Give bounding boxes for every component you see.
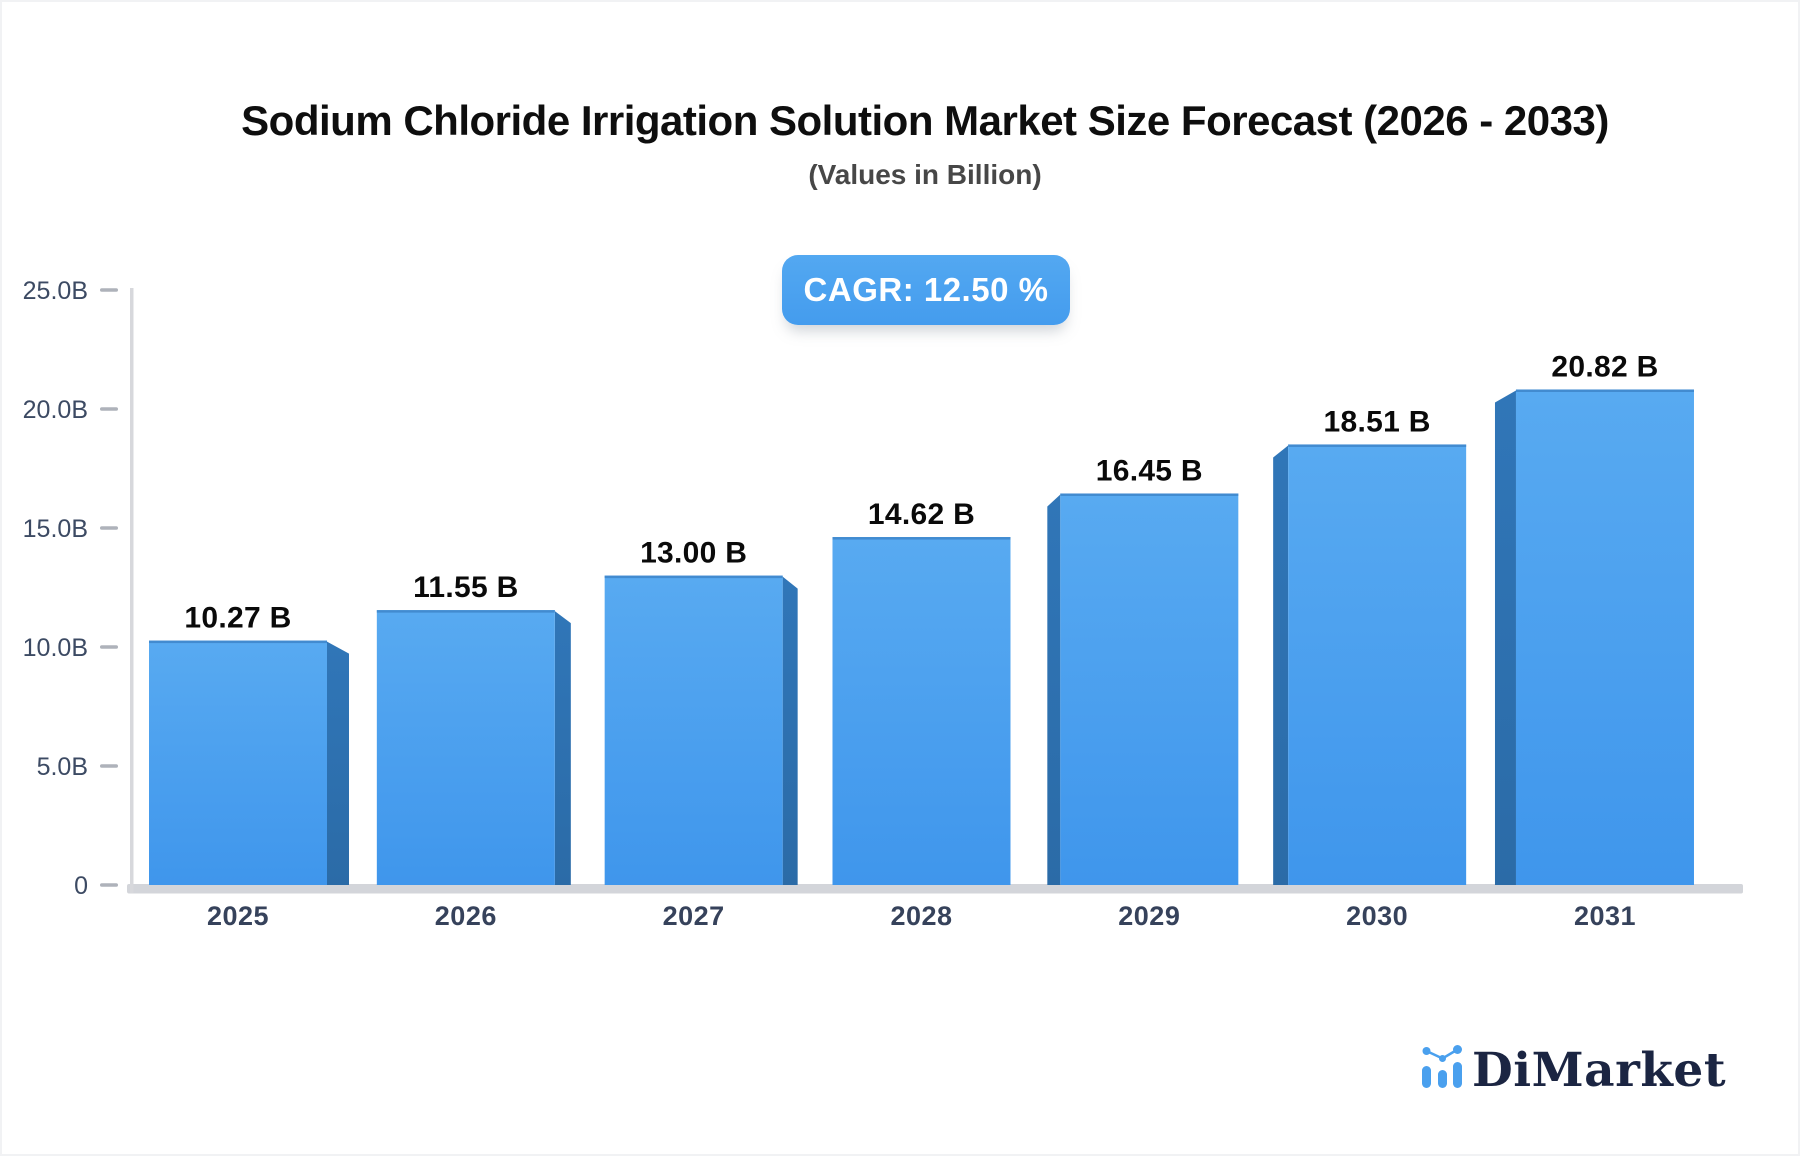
- bar-2026[interactable]: 11.55 B 2026: [376, 571, 571, 931]
- bar-value-label: 16.45 B: [1096, 454, 1203, 487]
- plot-area: 25.0B 20.0B 15.0B 10.0B 5.0B 0 10.27 B 2025 11.5…: [23, 277, 1743, 931]
- chart-subtitle: (Values in Billion): [808, 159, 1042, 190]
- bar-top-edge: [604, 575, 783, 579]
- bar-front-face: [1060, 493, 1239, 885]
- logo-dot-icon: [1453, 1045, 1462, 1054]
- x-axis-label: 2029: [1118, 901, 1180, 931]
- bar-value-label: 14.62 B: [868, 498, 975, 531]
- x-axis-label: 2028: [890, 901, 952, 931]
- bar-value-label: 13.00 B: [640, 537, 747, 570]
- dimarket-logo: DiMarket: [1422, 1043, 1726, 1098]
- bar-top-edge: [1288, 444, 1467, 447]
- logo-bar-icon: [1422, 1066, 1431, 1088]
- bar-side-face: [1047, 494, 1061, 885]
- y-tick-label: 25.0B: [23, 277, 88, 305]
- y-axis-line: [130, 288, 134, 893]
- bar-2029[interactable]: 16.45 B 2029: [1047, 454, 1239, 931]
- bar-top-edge: [832, 537, 1011, 540]
- x-axis-label: 2025: [207, 901, 269, 931]
- x-axis-label: 2031: [1574, 901, 1636, 931]
- y-tick-mark: [100, 288, 118, 292]
- bar-front-face: [1288, 444, 1467, 885]
- cagr-badge-label: CAGR: 12.50 %: [803, 271, 1049, 308]
- x-axis-label: 2030: [1346, 901, 1408, 931]
- x-axis-label: 2026: [435, 901, 497, 931]
- bar-side-face: [327, 641, 349, 885]
- logo-dot-icon: [1422, 1047, 1431, 1055]
- y-tick-label: 20.0B: [23, 396, 88, 424]
- bar-side-face: [1494, 390, 1516, 885]
- bar-top-edge: [1060, 493, 1239, 496]
- bar-2027[interactable]: 13.00 B 2027: [604, 537, 798, 931]
- y-tick-label: 5.0B: [37, 753, 88, 781]
- y-tick-label: 10.0B: [23, 634, 88, 662]
- logo-dot-icon: [1439, 1055, 1446, 1062]
- bar-front-face: [832, 537, 1011, 885]
- bar-value-label: 11.55 B: [413, 571, 519, 604]
- y-tick-mark: [100, 645, 118, 649]
- chart-title: Sodium Chloride Irrigation Solution Mark…: [241, 97, 1609, 144]
- bar-value-label: 10.27 B: [184, 602, 291, 635]
- y-tick-label: 0: [74, 872, 88, 900]
- bar-front-face: [376, 610, 555, 885]
- bar-top-edge: [1515, 389, 1694, 392]
- y-tick-mark: [100, 407, 118, 411]
- bar-top-edge: [149, 640, 327, 644]
- y-tick-label: 15.0B: [23, 515, 88, 543]
- bar-value-label: 20.82 B: [1551, 350, 1658, 383]
- dimarket-logo-icon: [1422, 1045, 1462, 1088]
- bar-2030[interactable]: 18.51 B 2030: [1273, 405, 1467, 931]
- bar-front-face: [1515, 389, 1694, 885]
- y-tick-mark: [100, 526, 118, 530]
- bar-2031[interactable]: 20.82 B 2031: [1494, 350, 1694, 931]
- x-axis-baseline: [127, 884, 1743, 894]
- logo-bar-icon: [1453, 1062, 1462, 1088]
- bar-2028[interactable]: 14.62 B 2028: [832, 498, 1011, 931]
- dimarket-wordmark: DiMarket: [1472, 1043, 1726, 1098]
- cagr-badge: CAGR: 12.50 %: [782, 255, 1070, 325]
- bar-front-face: [149, 640, 327, 885]
- logo-bar-icon: [1438, 1070, 1447, 1088]
- bar-front-face: [604, 575, 783, 885]
- bar-2025[interactable]: 10.27 B 2025: [149, 602, 349, 931]
- bar-value-label: 18.51 B: [1324, 405, 1431, 438]
- y-tick-mark: [100, 764, 118, 768]
- bar-side-face: [1273, 445, 1289, 885]
- bar-side-face: [554, 611, 571, 885]
- y-tick-mark: [100, 883, 118, 887]
- chart-header: Sodium Chloride Irrigation Solution Mark…: [25, 96, 1800, 191]
- x-axis-label: 2027: [663, 901, 725, 931]
- bar-side-face: [782, 576, 798, 885]
- bar-top-edge: [376, 610, 555, 613]
